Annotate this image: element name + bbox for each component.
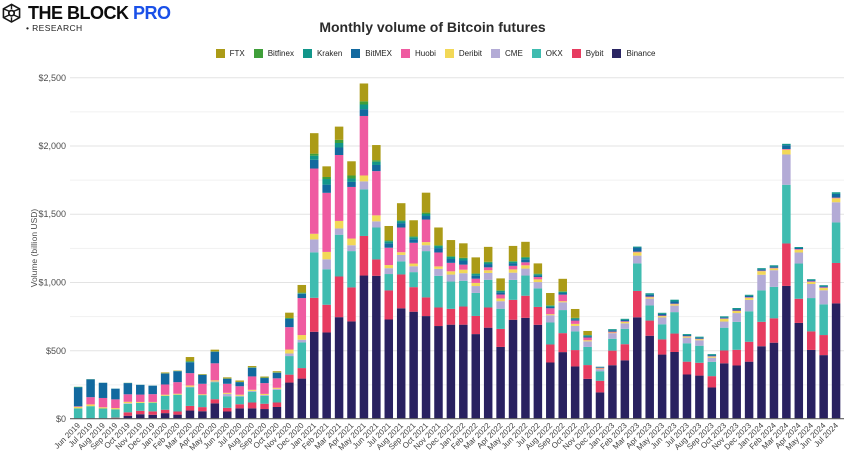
svg-text:$2,500: $2,500 — [38, 73, 66, 83]
svg-text:$1,500: $1,500 — [38, 209, 66, 219]
svg-text:$500: $500 — [46, 346, 66, 356]
svg-text:Volume (billion USD): Volume (billion USD) — [29, 209, 39, 288]
svg-text:$2,000: $2,000 — [38, 141, 66, 151]
svg-text:$0: $0 — [56, 414, 66, 424]
svg-text:$1,000: $1,000 — [38, 278, 66, 288]
